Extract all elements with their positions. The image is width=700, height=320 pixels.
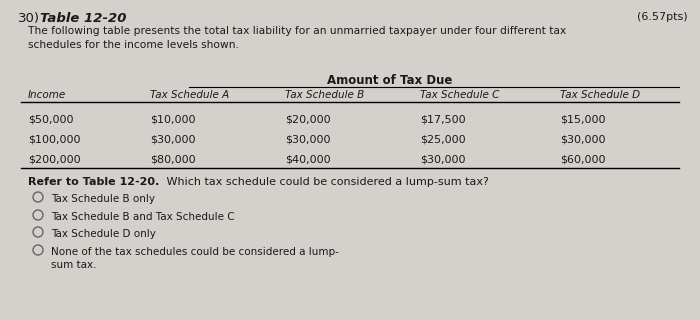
Text: (6.57pts): (6.57pts) bbox=[638, 12, 688, 22]
Text: Table 12-20: Table 12-20 bbox=[40, 12, 127, 25]
Text: Which tax schedule could be considered a lump-sum tax?: Which tax schedule could be considered a… bbox=[163, 177, 489, 187]
Text: $60,000: $60,000 bbox=[560, 155, 606, 165]
Text: $80,000: $80,000 bbox=[150, 155, 195, 165]
Text: $20,000: $20,000 bbox=[285, 115, 330, 125]
Text: $30,000: $30,000 bbox=[150, 135, 195, 145]
Text: Tax Schedule D: Tax Schedule D bbox=[560, 90, 640, 100]
Text: Refer to Table 12-20.: Refer to Table 12-20. bbox=[28, 177, 160, 187]
Text: Amount of Tax Due: Amount of Tax Due bbox=[328, 74, 453, 87]
Text: $100,000: $100,000 bbox=[28, 135, 80, 145]
Text: Income: Income bbox=[28, 90, 66, 100]
Text: $30,000: $30,000 bbox=[285, 135, 330, 145]
Text: $25,000: $25,000 bbox=[420, 135, 466, 145]
Text: $10,000: $10,000 bbox=[150, 115, 195, 125]
Text: $30,000: $30,000 bbox=[420, 155, 466, 165]
Text: $15,000: $15,000 bbox=[560, 115, 606, 125]
Text: Tax Schedule D only: Tax Schedule D only bbox=[51, 229, 156, 239]
Text: Tax Schedule B: Tax Schedule B bbox=[285, 90, 364, 100]
Text: $40,000: $40,000 bbox=[285, 155, 330, 165]
Text: $50,000: $50,000 bbox=[28, 115, 74, 125]
Text: Tax Schedule B and Tax Schedule C: Tax Schedule B and Tax Schedule C bbox=[51, 212, 234, 222]
Text: Tax Schedule A: Tax Schedule A bbox=[150, 90, 230, 100]
Text: $17,500: $17,500 bbox=[420, 115, 466, 125]
Text: $200,000: $200,000 bbox=[28, 155, 80, 165]
Text: Tax Schedule B only: Tax Schedule B only bbox=[51, 194, 155, 204]
Text: Tax Schedule C: Tax Schedule C bbox=[420, 90, 499, 100]
Text: $30,000: $30,000 bbox=[560, 135, 606, 145]
Text: None of the tax schedules could be considered a lump-
sum tax.: None of the tax schedules could be consi… bbox=[51, 247, 339, 270]
Text: 30): 30) bbox=[18, 12, 40, 25]
Text: The following table presents the total tax liability for an unmarried taxpayer u: The following table presents the total t… bbox=[28, 26, 566, 50]
